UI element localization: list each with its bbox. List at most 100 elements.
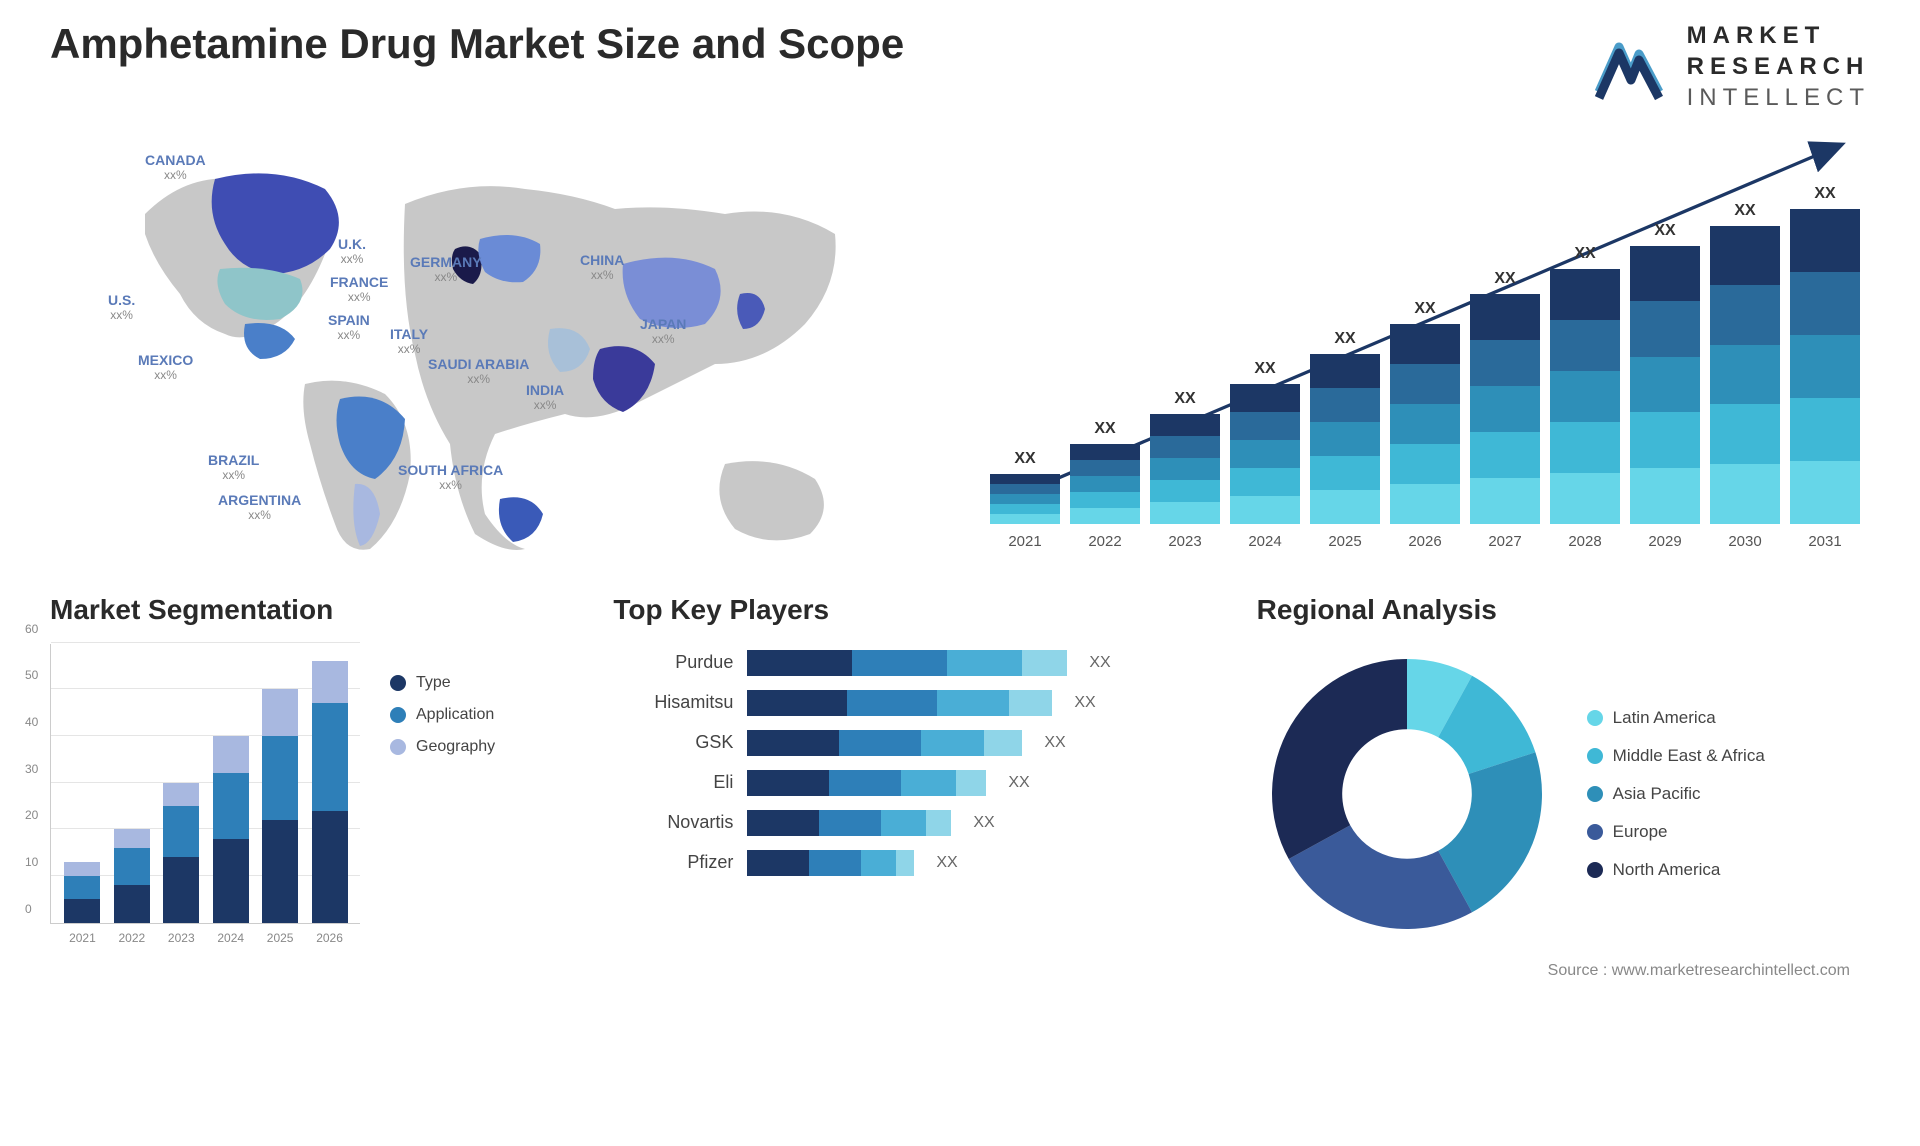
seg-legend-item-type: Type: [390, 674, 495, 692]
growth-segment: [1790, 335, 1860, 398]
player-segment: [1022, 650, 1067, 676]
growth-segment: [990, 484, 1060, 494]
legend-label: North America: [1613, 860, 1721, 880]
swatch-icon: [1587, 786, 1603, 802]
growth-segment: [1230, 468, 1300, 496]
seg-segment-geography: [213, 736, 249, 773]
seg-segment-application: [312, 703, 348, 810]
growth-bar-label: XX: [1574, 245, 1595, 263]
growth-segment: [990, 504, 1060, 514]
logo-text: MARKET RESEARCH INTELLECT: [1687, 20, 1870, 114]
player-segment: [852, 650, 947, 676]
seg-bar-2025: 2025: [262, 689, 298, 922]
regional-legend-item-north-america: North America: [1587, 860, 1765, 880]
growth-segment: [1470, 386, 1540, 432]
player-segment: [839, 730, 921, 756]
growth-xlabel: 2028: [1568, 533, 1601, 550]
growth-segment: [1150, 502, 1220, 524]
player-row-hisamitsu: HisamitsuXX: [613, 690, 1226, 716]
growth-segment: [1390, 404, 1460, 444]
swatch-icon: [390, 707, 406, 723]
seg-ytick: 30: [25, 762, 38, 776]
players-chart: PurdueXXHisamitsuXXGSKXXEliXXNovartisXXP…: [613, 644, 1226, 876]
player-segment: [901, 770, 956, 796]
growth-xlabel: 2026: [1408, 533, 1441, 550]
segmentation-legend: Type Application Geography: [390, 644, 495, 756]
growth-bar-2029: XX2029: [1630, 222, 1700, 524]
growth-xlabel: 2027: [1488, 533, 1521, 550]
growth-bar-2031: XX2031: [1790, 185, 1860, 524]
seg-segment-type: [64, 899, 100, 922]
player-segment: [847, 690, 937, 716]
seg-xlabel: 2026: [312, 931, 348, 945]
growth-segment: [1230, 384, 1300, 412]
growth-bar-2021: XX2021: [990, 450, 1060, 524]
player-segment: [861, 850, 896, 876]
growth-bar-label: XX: [1174, 390, 1195, 408]
swatch-icon: [390, 675, 406, 691]
seg-segment-geography: [64, 862, 100, 876]
header: Amphetamine Drug Market Size and Scope M…: [50, 20, 1870, 114]
player-segment: [881, 810, 926, 836]
growth-segment: [1710, 345, 1780, 405]
seg-bar-2021: 2021: [64, 862, 100, 923]
seg-segment-application: [163, 806, 199, 857]
player-bar: [747, 810, 951, 836]
seg-legend-item-geography: Geography: [390, 738, 495, 756]
player-name: Hisamitsu: [613, 692, 733, 713]
player-segment: [926, 810, 951, 836]
regional-title: Regional Analysis: [1257, 594, 1870, 626]
player-segment: [747, 850, 809, 876]
legend-label: Middle East & Africa: [1613, 746, 1765, 766]
player-segment: [984, 730, 1022, 756]
growth-segment: [1630, 357, 1700, 413]
seg-ytick: 0: [25, 902, 32, 916]
player-value: XX: [1089, 654, 1110, 672]
seg-xlabel: 2023: [163, 931, 199, 945]
growth-segment: [1070, 476, 1140, 492]
growth-xlabel: 2024: [1248, 533, 1281, 550]
growth-segment: [1630, 246, 1700, 302]
growth-segment: [1310, 422, 1380, 456]
player-bar: [747, 770, 986, 796]
growth-segment: [1710, 464, 1780, 524]
growth-segment: [1230, 412, 1300, 440]
growth-segment: [990, 494, 1060, 504]
growth-segment: [1150, 480, 1220, 502]
logo-line1: MARKET: [1687, 20, 1870, 51]
player-segment: [921, 730, 984, 756]
growth-segment: [1070, 508, 1140, 524]
growth-bar-2027: XX2027: [1470, 270, 1540, 524]
map-label-canada: CANADAxx%: [145, 152, 206, 183]
growth-bar-label: XX: [1814, 185, 1835, 203]
seg-xlabel: 2025: [262, 931, 298, 945]
segmentation-section: Market Segmentation 10203040506002021202…: [50, 594, 583, 944]
growth-bar-label: XX: [1414, 300, 1435, 318]
map-label-india: INDIAxx%: [526, 382, 564, 413]
growth-segment: [1070, 492, 1140, 508]
player-segment: [747, 770, 829, 796]
regional-legend-item-europe: Europe: [1587, 822, 1765, 842]
growth-segment: [1470, 432, 1540, 478]
seg-segment-application: [114, 848, 150, 885]
player-segment: [937, 690, 1009, 716]
world-map-section: CANADAxx%U.S.xx%MEXICOxx%BRAZILxx%ARGENT…: [50, 134, 940, 554]
map-label-italy: ITALYxx%: [390, 326, 428, 357]
growth-segment: [1550, 473, 1620, 524]
seg-segment-geography: [312, 661, 348, 703]
logo-line3: INTELLECT: [1687, 82, 1870, 113]
growth-bar-2022: XX2022: [1070, 420, 1140, 524]
growth-bar-2025: XX2025: [1310, 330, 1380, 524]
legend-label: Europe: [1613, 822, 1668, 842]
legend-label: Application: [416, 706, 494, 724]
seg-segment-type: [312, 811, 348, 923]
map-label-germany: GERMANYxx%: [410, 254, 482, 285]
player-segment: [809, 850, 861, 876]
growth-xlabel: 2030: [1728, 533, 1761, 550]
player-bar: [747, 650, 1067, 676]
page-title: Amphetamine Drug Market Size and Scope: [50, 20, 904, 68]
map-label-u-k-: U.K.xx%: [338, 236, 366, 267]
map-label-mexico: MEXICOxx%: [138, 352, 193, 383]
players-section: Top Key Players PurdueXXHisamitsuXXGSKXX…: [613, 594, 1226, 944]
player-segment: [896, 850, 914, 876]
